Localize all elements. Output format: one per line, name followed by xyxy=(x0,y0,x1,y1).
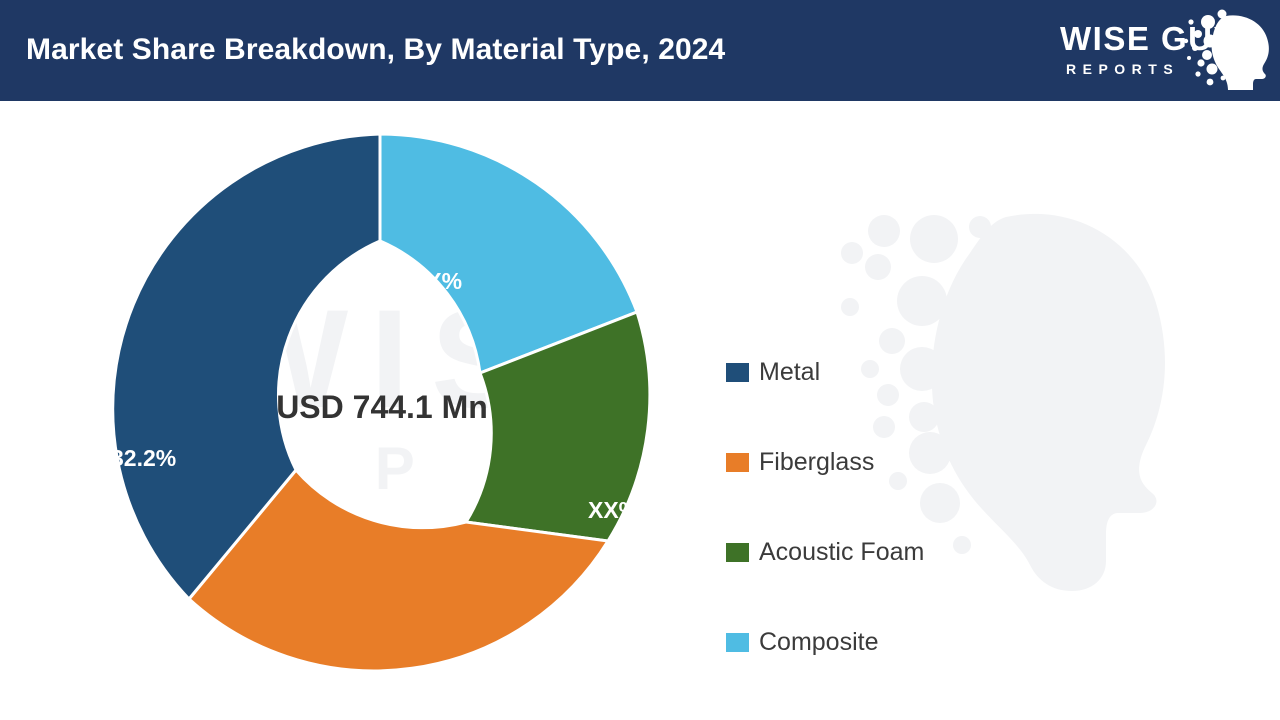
slice-label-composite: XX% xyxy=(411,268,463,294)
donut-svg xyxy=(111,132,652,673)
legend-swatch-composite xyxy=(726,633,749,652)
donut-chart: 32.2% XX% XX% XX% USD 744.1 Mn xyxy=(97,101,667,720)
header-bar: Market Share Breakdown, By Material Type… xyxy=(0,0,1280,101)
chart-body: WISE E P O xyxy=(0,101,1280,720)
legend-swatch-fiberglass xyxy=(726,453,749,472)
legend-swatch-metal xyxy=(726,363,749,382)
legend-item-composite[interactable]: Composite xyxy=(726,621,1056,711)
donut-center-value: USD 744.1 Mn xyxy=(276,389,488,425)
legend-item-metal[interactable]: Metal xyxy=(726,351,1056,441)
legend-label-acoustic-foam: Acoustic Foam xyxy=(759,538,925,566)
legend-item-fiberglass[interactable]: Fiberglass xyxy=(726,441,1056,531)
slice-fiberglass[interactable] xyxy=(186,467,611,673)
chart-legend: Metal Fiberglass Acoustic Foam Composite xyxy=(726,351,1056,711)
svg-text:REPORTS: REPORTS xyxy=(1066,61,1179,77)
slice-metal[interactable] xyxy=(111,132,382,602)
legend-label-fiberglass: Fiberglass xyxy=(759,448,875,476)
page-title: Market Share Breakdown, By Material Type… xyxy=(26,33,726,66)
slice-composite[interactable] xyxy=(378,132,639,376)
legend-swatch-acoustic-foam xyxy=(726,543,749,562)
legend-label-metal: Metal xyxy=(759,358,821,386)
legend-item-acoustic-foam[interactable]: Acoustic Foam xyxy=(726,531,1056,621)
wise-guy-reports-logo: WISE GUY REPORTS xyxy=(1058,8,1274,92)
slice-label-acoustic-foam: XX% xyxy=(588,497,640,523)
slice-label-metal: 32.2% xyxy=(111,445,177,471)
legend-label-composite: Composite xyxy=(759,628,879,656)
